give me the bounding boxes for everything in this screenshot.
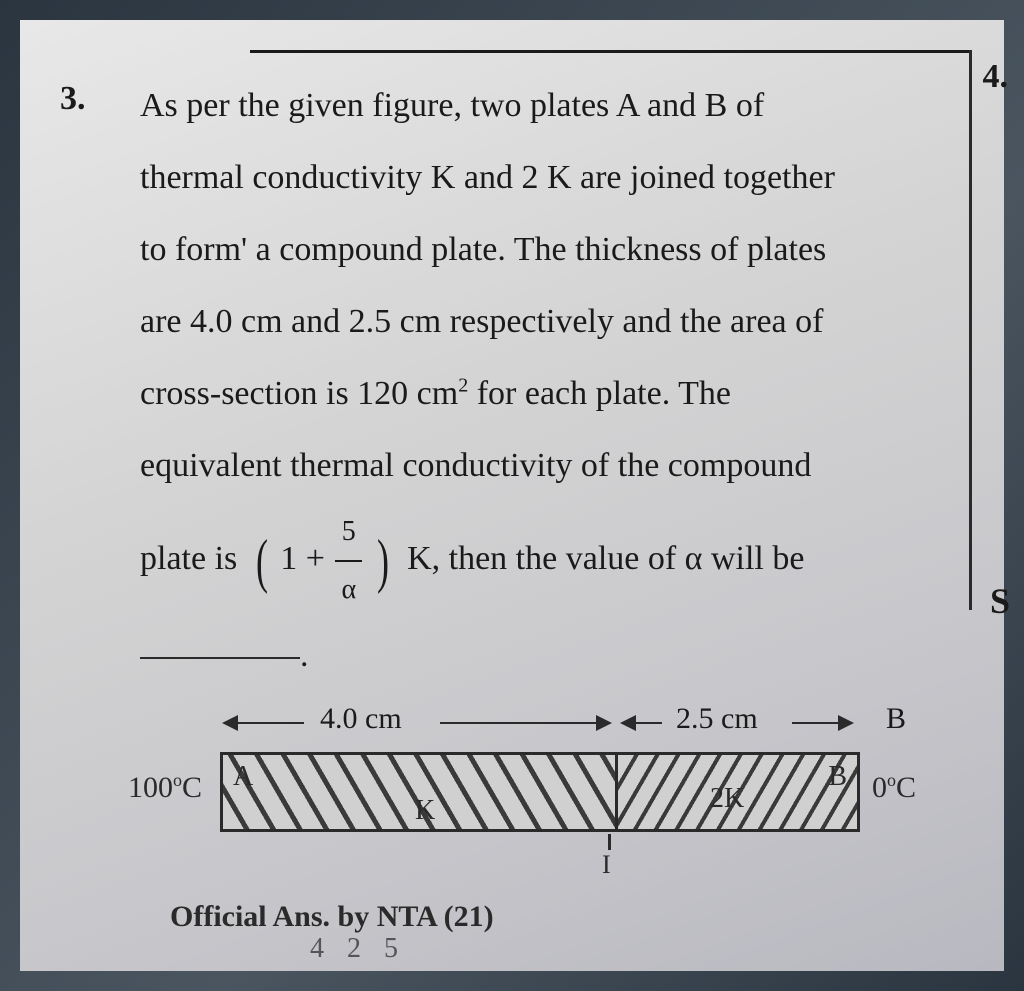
line-6: equivalent thermal conductivity of the c… [140,432,960,500]
dim-b-label: 2.5 cm [676,702,758,736]
official-answer: Official Ans. by NTA (21) [170,900,494,934]
line-7a: plate is [140,540,246,577]
plate-b: 2K B [618,755,857,829]
adjacent-s-letter: S [990,580,1010,622]
fraction-numerator: 5 [335,504,362,562]
arrow-right-b-icon [792,722,852,724]
plate-b-corner: B [826,761,849,793]
temp-right-value: 0 [872,771,887,804]
line-1: As per the given figure, two plates A an… [140,72,960,140]
plate-a-k: K [413,795,437,827]
end-b-label: B [886,702,906,736]
temp-left-unit: C [182,771,202,804]
line-7: plate is ( 1 + 5 α ) K, then the value o… [140,504,960,618]
fraction-expression: ( 1 + 5 α ) [252,504,393,618]
rule-top [250,50,970,53]
line-5b: for each plate. The [468,375,731,412]
interface-tick-icon [608,834,611,850]
line-4: are 4.0 cm and 2.5 cm respectively and t… [140,288,960,356]
plate-row: A K 2K B [220,752,860,832]
line-5a: cross-section is 120 cm [140,375,458,412]
left-paren-icon: ( [256,541,268,581]
fraction: 5 α [335,504,362,618]
plate-b-k: 2K [708,783,746,815]
question-body: As per the given figure, two plates A an… [140,72,960,694]
blank-underline [140,657,300,659]
temp-right-label: 0oC [872,770,916,805]
superscript-2: 2 [458,375,468,397]
degree-icon-right: o [887,770,896,790]
interface-label: I [602,850,611,880]
right-paren-icon: ) [377,541,389,581]
temp-left-value: 100 [128,771,173,804]
compound-plate-diagram: 4.0 cm 2.5 cm B 100oC A K 2K B I [140,700,920,900]
dim-a-label: 4.0 cm [320,702,402,736]
line-2: thermal conductivity K and 2 K are joine… [140,144,960,212]
dimension-row: 4.0 cm 2.5 cm B [140,700,920,744]
fraction-denominator: α [335,562,362,618]
arrow-left-b-icon [622,722,662,724]
bottom-edge-text: 4 2 5 [310,933,406,965]
adjacent-question-number: 4. [983,58,1009,96]
question-number: 3. [60,80,86,118]
plate-a: A K [223,755,618,829]
arrow-left-a-icon [224,722,304,724]
line-5: cross-section is 120 cm2 for each plate.… [140,360,960,428]
temp-left-label: 100oC [128,770,202,805]
rule-right [969,50,972,610]
line-3: to form' a compound plate. The thickness… [140,216,960,284]
blank-answer-line: . [140,622,960,690]
degree-icon: o [173,770,182,790]
line-7b: K, then the value of α will be [407,540,804,577]
one: 1 [280,540,297,577]
arrow-right-a-icon [440,722,610,724]
plus: + [306,540,325,577]
temp-right-unit: C [896,771,916,804]
period: . [300,637,309,674]
plate-a-corner: A [231,761,255,793]
page: 3. 4. S As per the given figure, two pla… [20,20,1004,971]
